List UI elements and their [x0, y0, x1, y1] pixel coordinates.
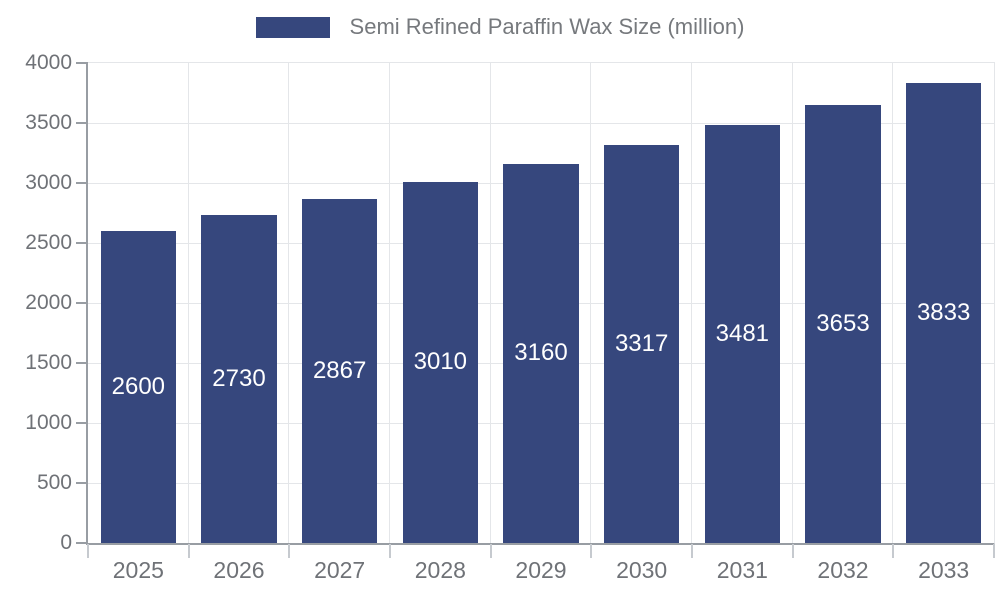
gridline-x	[892, 63, 894, 543]
x-axis-label: 2028	[414, 557, 466, 583]
y-axis-tick	[76, 482, 88, 484]
y-axis-tick	[76, 542, 88, 544]
bar-value-label: 3317	[614, 329, 669, 357]
x-axis-tick	[187, 544, 190, 558]
y-axis-tick	[76, 422, 88, 424]
bar-value-label: 3833	[916, 299, 971, 327]
bar-value-label: 3481	[715, 320, 770, 348]
gridline-x	[388, 63, 390, 543]
bar-2029[interactable]: 3160	[503, 163, 579, 543]
x-axis-tick	[87, 544, 89, 558]
x-axis-tick	[791, 544, 794, 558]
gridline-x	[590, 63, 592, 543]
y-axis-tick	[76, 302, 88, 304]
x-axis-tick	[489, 544, 492, 558]
bar-value-label: 2730	[212, 365, 266, 393]
bar-2025[interactable]: 2600	[100, 231, 177, 543]
x-axis-tick	[892, 544, 895, 558]
gridline-x	[791, 63, 793, 543]
x-axis-label: 2029	[515, 557, 567, 583]
bar-value-label: 2867	[312, 356, 367, 384]
bar-2026[interactable]: 2730	[201, 215, 277, 543]
x-axis-label: 2031	[716, 557, 768, 583]
y-axis-label: 2500	[25, 231, 72, 254]
bar-2028[interactable]: 3010	[402, 181, 479, 543]
legend-swatch	[255, 16, 330, 38]
x-axis-label: 2030	[616, 557, 668, 583]
y-axis-label: 0	[60, 531, 72, 554]
gridline-x	[690, 63, 692, 543]
bar-2031[interactable]: 3481	[704, 125, 781, 543]
y-axis-tick	[76, 242, 88, 244]
legend[interactable]: Semi Refined Paraffin Wax Size (million)	[0, 14, 1000, 40]
gridline-y	[88, 123, 994, 124]
y-axis-label: 1000	[25, 411, 72, 434]
y-axis-tick	[76, 62, 88, 64]
x-axis-tick	[288, 544, 291, 558]
x-axis-tick	[691, 544, 693, 558]
gridline-x	[288, 63, 290, 543]
y-axis-label: 3500	[25, 111, 72, 134]
y-axis-label: 4000	[25, 51, 72, 74]
bar-value-label: 2600	[111, 373, 166, 400]
plot-area: 2600 2730 2867 3010 3160 3317 3481 3653 3833	[86, 62, 995, 545]
bar-2033[interactable]: 3833	[905, 83, 982, 543]
y-axis-label: 2000	[25, 291, 72, 314]
bar-2027[interactable]: 2867	[301, 198, 378, 543]
x-axis-label: 2025	[112, 557, 164, 583]
gridline-x	[489, 63, 491, 543]
x-axis-label: 2026	[213, 557, 265, 583]
bar-value-label: 3160	[514, 339, 568, 367]
bar-2030[interactable]: 3317	[603, 144, 680, 543]
y-axis-tick	[76, 182, 88, 184]
x-axis-tick	[389, 544, 391, 558]
bar-value-label: 3010	[413, 348, 468, 376]
bar-2032[interactable]: 3653	[805, 104, 881, 543]
y-axis-label: 500	[36, 471, 72, 494]
y-axis-label: 1500	[25, 351, 72, 374]
y-axis-label: 3000	[25, 171, 72, 194]
x-axis-label: 2032	[817, 557, 869, 583]
y-axis-tick	[76, 122, 88, 124]
gridline-x	[187, 63, 189, 543]
y-axis-tick	[76, 362, 88, 364]
x-axis-tick	[590, 544, 593, 558]
x-axis-tick	[993, 544, 995, 558]
bar-value-label: 3653	[816, 309, 870, 337]
legend-label: Semi Refined Paraffin Wax Size (million)	[349, 14, 745, 39]
x-axis-label: 2027	[314, 557, 366, 583]
x-axis-label: 2033	[918, 557, 970, 583]
